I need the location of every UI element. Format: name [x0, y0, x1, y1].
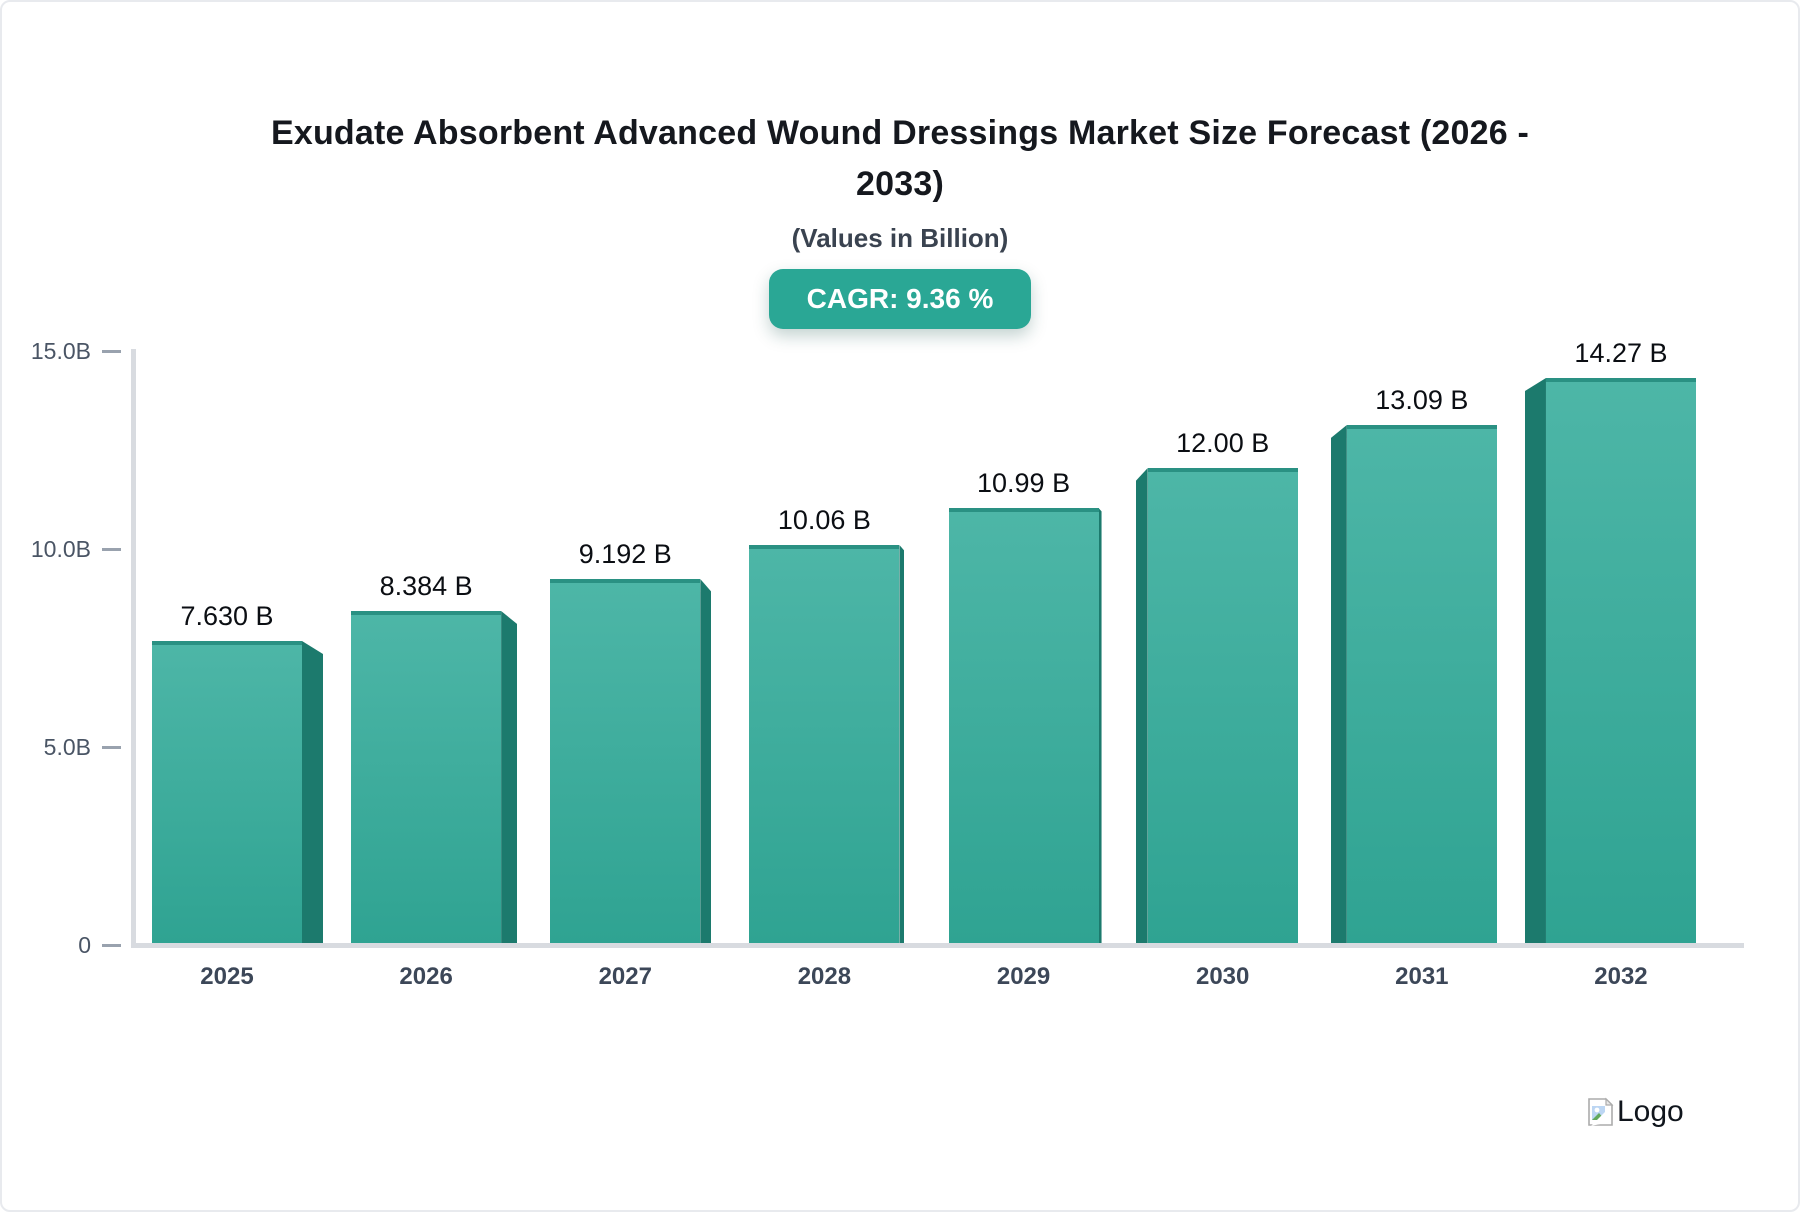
logo: Logo: [1585, 1094, 1684, 1130]
bar-side-face: [1135, 468, 1148, 943]
y-axis-tick-label: 15.0B: [30, 338, 91, 364]
y-axis-tick: [102, 943, 121, 947]
bar-value-label: 12.00 B: [1176, 428, 1270, 458]
x-axis-tick-label: 2025: [200, 963, 254, 990]
y-axis-tick: [102, 547, 121, 551]
bar: [749, 545, 900, 943]
y-axis-tick-label: 5.0B: [43, 734, 91, 760]
broken-image-icon: [1588, 1097, 1614, 1126]
x-axis-tick-label: 2032: [1594, 963, 1648, 990]
cagr-badge-row: CAGR: 9.36 %: [2, 269, 1798, 329]
bar-side-face: [1330, 425, 1347, 943]
cagr-badge: CAGR: 9.36 %: [768, 269, 1032, 329]
bar-value-label: 14.27 B: [1574, 338, 1668, 368]
chart-subtitle: (Values in Billion): [791, 223, 1009, 253]
chart-header: Exudate Absorbent Advanced Wound Dressin…: [2, 2, 1798, 329]
x-axis-tick-label: 2030: [1195, 963, 1250, 990]
chart-title-line1: Exudate Absorbent Advanced Wound Dressin…: [270, 114, 1530, 152]
y-axis-tick: [102, 745, 121, 749]
logo-text: Logo: [1617, 1095, 1684, 1128]
chart-title: Exudate Absorbent Advanced Wound Dressin…: [2, 108, 1798, 210]
y-axis-line: [131, 349, 136, 945]
bar-value-label: 8.384 B: [379, 571, 473, 601]
bar: [1346, 425, 1497, 943]
x-axis-line: [131, 943, 1744, 948]
chart-title-line2: 2033): [856, 165, 944, 203]
bar: [948, 508, 1099, 943]
bar-side-face: [501, 611, 518, 943]
bar: [152, 641, 302, 943]
x-axis-tick-label: 2028: [797, 963, 852, 990]
x-axis-tick-label: 2031: [1395, 963, 1449, 990]
bar-value-label: 10.06 B: [777, 505, 871, 535]
x-axis-tick-label: 2029: [996, 963, 1051, 990]
y-axis-tick-label: 10.0B: [30, 536, 91, 562]
bar: [1147, 468, 1298, 943]
bar-value-label: 9.192 B: [578, 539, 672, 569]
x-axis-tick-label: 2026: [399, 963, 453, 990]
bar: [550, 579, 701, 943]
bar-side-face: [899, 545, 905, 943]
bar-value-label: 10.99 B: [977, 468, 1071, 498]
bar-side-face: [1524, 378, 1546, 943]
bar-side-face: [700, 579, 712, 943]
x-axis-tick-label: 2027: [598, 963, 652, 990]
bar-value-label: 7.630 B: [180, 601, 274, 631]
bar-side-face: [1098, 508, 1102, 943]
bar: [1545, 378, 1696, 943]
y-axis-tick: [102, 349, 121, 353]
bar-side-face: [302, 641, 323, 943]
y-axis-tick-label: 0: [78, 932, 91, 958]
bar: [351, 611, 502, 943]
bar-value-label: 13.09 B: [1375, 385, 1469, 415]
